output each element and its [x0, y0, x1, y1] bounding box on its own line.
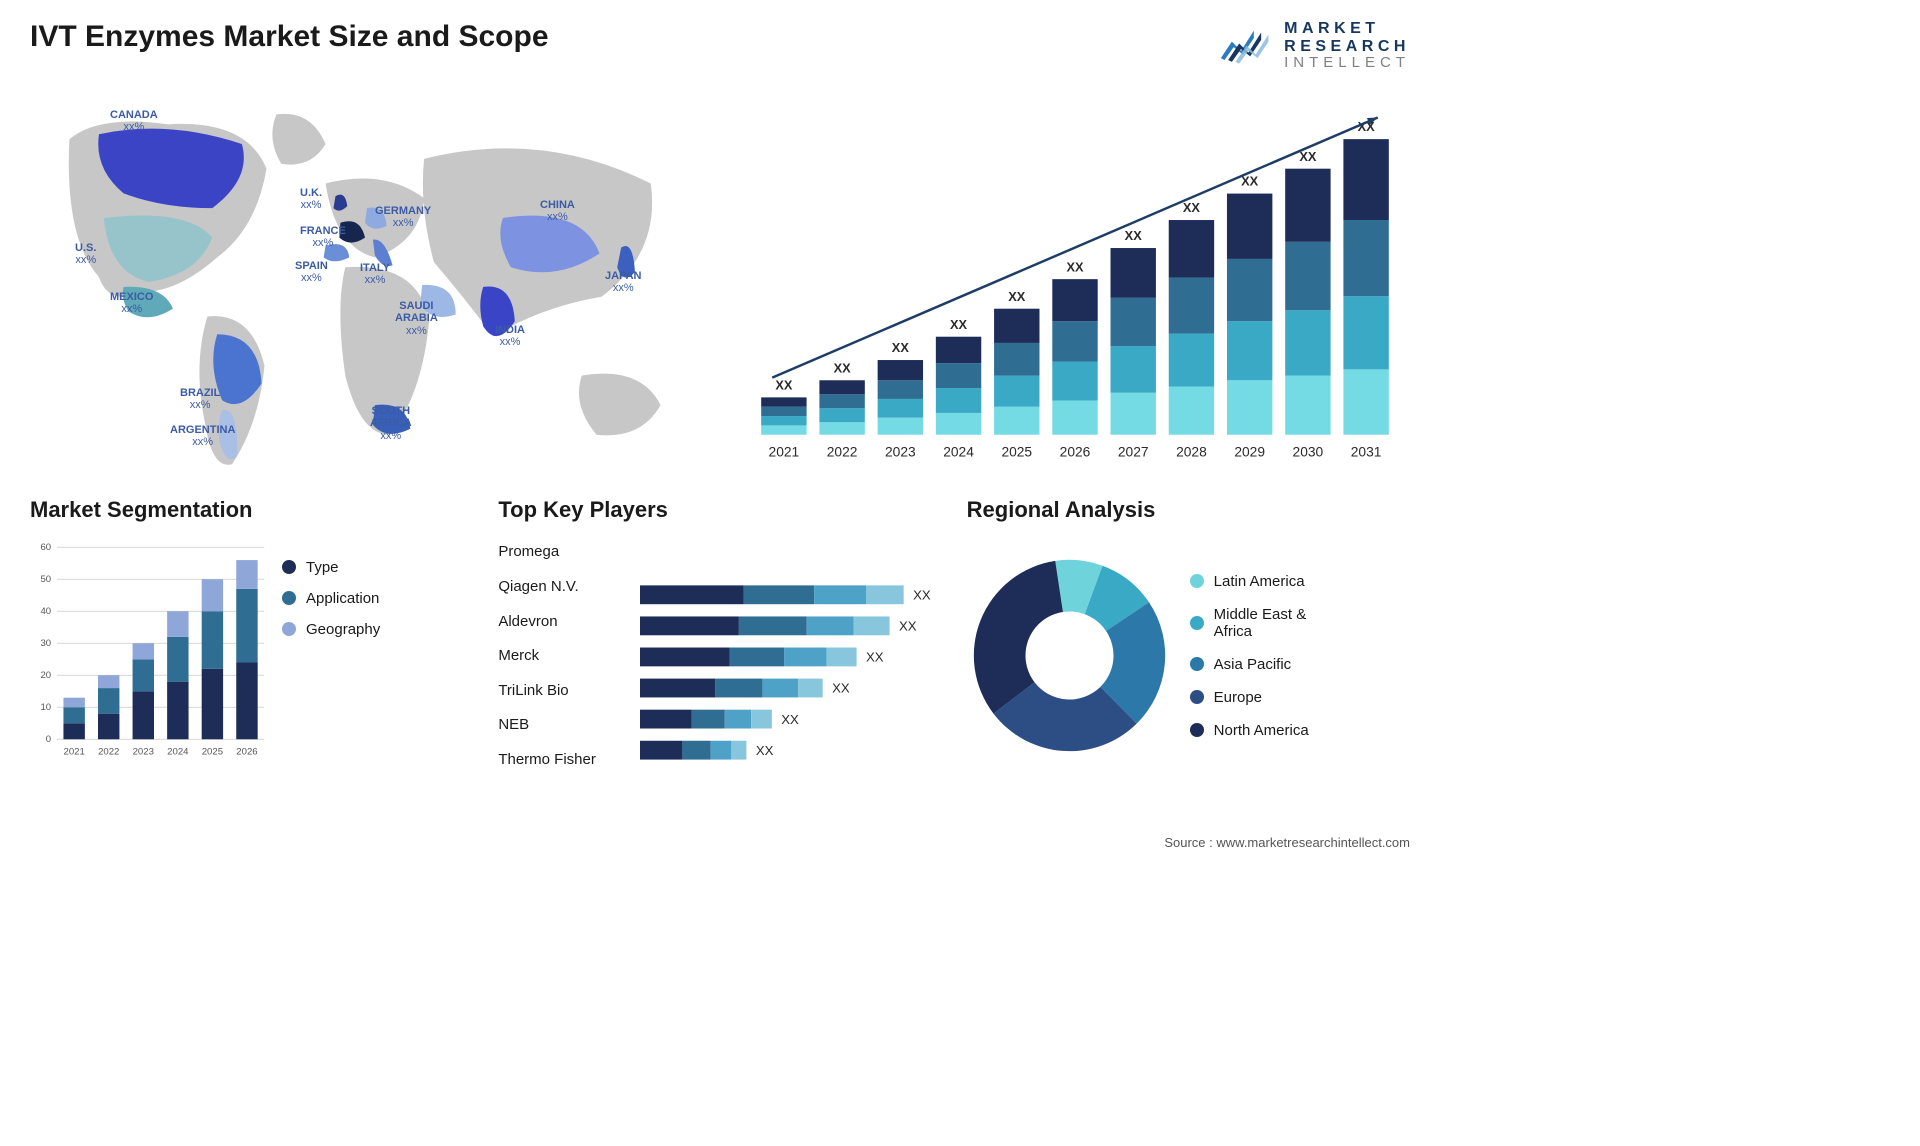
regional-title: Regional Analysis: [967, 497, 1410, 523]
legend-item: Europe: [1190, 689, 1309, 706]
regional-donut: [967, 553, 1172, 758]
players-list: Promega Qiagen N.V. Aldevron Merck TriLink B…: [498, 535, 628, 777]
svg-text:2029: 2029: [1234, 444, 1265, 459]
svg-text:20: 20: [40, 670, 51, 681]
svg-text:XX: XX: [950, 317, 968, 332]
regional-panel: Regional Analysis Latin America Middle Ea…: [967, 497, 1410, 777]
map-label-france: FRANCExx%: [300, 225, 346, 250]
legend-item: Geography: [282, 621, 380, 638]
svg-text:XX: XX: [866, 649, 884, 664]
legend-item: Asia Pacific: [1190, 656, 1309, 673]
regional-legend: Latin America Middle East &Africa Asia Pac…: [1190, 573, 1309, 739]
map-label-argentina: ARGENTINAxx%: [170, 424, 235, 449]
svg-text:2026: 2026: [1060, 444, 1091, 459]
legend-item: Latin America: [1190, 573, 1309, 590]
svg-text:2025: 2025: [1001, 444, 1032, 459]
svg-text:2027: 2027: [1118, 444, 1149, 459]
svg-text:2031: 2031: [1351, 444, 1382, 459]
svg-text:2028: 2028: [1176, 444, 1207, 459]
player-name: Qiagen N.V.: [498, 578, 622, 595]
svg-text:XX: XX: [832, 680, 850, 695]
legend-item: Type: [282, 559, 380, 576]
svg-text:XX: XX: [1008, 289, 1026, 304]
segmentation-panel: Market Segmentation 0 10 20 30 40 50 60 2021 202…: [30, 497, 473, 777]
map-label-saudi-arabia: SAUDIARABIAxx%: [395, 300, 438, 338]
svg-text:2025: 2025: [202, 746, 223, 757]
svg-text:2021: 2021: [64, 746, 85, 757]
svg-text:2023: 2023: [133, 746, 154, 757]
svg-text:XX: XX: [892, 340, 910, 355]
svg-text:XX: XX: [1125, 228, 1143, 243]
svg-text:30: 30: [40, 638, 51, 649]
svg-text:2030: 2030: [1293, 444, 1324, 459]
svg-text:XX: XX: [1183, 200, 1201, 215]
map-label-japan: JAPANxx%: [605, 270, 641, 295]
player-name: TriLink Bio: [498, 682, 622, 699]
player-name: Aldevron: [498, 613, 622, 630]
legend-item: North America: [1190, 722, 1309, 739]
map-label-germany: GERMANYxx%: [375, 205, 431, 230]
map-label-canada: CANADAxx%: [110, 109, 158, 134]
logo-text: MARKET RESEARCH INTELLECT: [1284, 20, 1410, 72]
map-label-u-s-: U.S.xx%: [75, 242, 96, 267]
map-label-mexico: MEXICOxx%: [110, 291, 153, 316]
brand-logo: MARKET RESEARCH INTELLECT: [1219, 20, 1410, 72]
map-label-south-africa: SOUTHAFRICAxx%: [370, 405, 412, 443]
map-label-spain: SPAINxx%: [295, 260, 328, 285]
svg-text:XX: XX: [834, 360, 852, 375]
svg-text:2024: 2024: [943, 444, 974, 459]
svg-text:2021: 2021: [769, 444, 800, 459]
player-name: NEB: [498, 716, 622, 733]
players-bars: XX XX XX XX XX XX: [640, 535, 941, 777]
map-label-u-k-: U.K.xx%: [300, 187, 322, 212]
segmentation-title: Market Segmentation: [30, 497, 473, 523]
map-label-india: INDIAxx%: [495, 324, 525, 349]
legend-item: Middle East &Africa: [1190, 606, 1309, 640]
svg-text:XX: XX: [782, 711, 800, 726]
players-title: Top Key Players: [498, 497, 941, 523]
svg-text:XX: XX: [756, 743, 774, 758]
svg-text:XX: XX: [913, 587, 931, 602]
world-map-panel: CANADAxx% U.S.xx% MEXICOxx% BRAZILxx% ARGENT…: [30, 87, 700, 477]
map-label-china: CHINAxx%: [540, 199, 575, 224]
segmentation-chart: 0 10 20 30 40 50 60 2021 2022 2023 2024 2025 2026: [30, 535, 270, 765]
svg-text:2024: 2024: [167, 746, 189, 757]
svg-text:0: 0: [46, 734, 51, 745]
map-label-italy: ITALYxx%: [360, 262, 390, 287]
svg-text:2022: 2022: [827, 444, 858, 459]
growth-bar-chart: XX 2021 XX 2022 XX 2023 XX 2024 XX 2025 XX 2026 XX 20…: [740, 87, 1410, 477]
svg-text:2022: 2022: [98, 746, 119, 757]
page-title: IVT Enzymes Market Size and Scope: [30, 20, 549, 54]
svg-text:XX: XX: [1066, 259, 1084, 274]
svg-text:50: 50: [40, 574, 51, 585]
player-name: Merck: [498, 647, 622, 664]
svg-text:60: 60: [40, 542, 51, 553]
logo-icon: [1219, 21, 1274, 71]
player-name: Promega: [498, 543, 622, 560]
segmentation-legend: Type Application Geography: [282, 535, 380, 777]
key-players-panel: Top Key Players Promega Qiagen N.V. Aldevr…: [498, 497, 941, 777]
svg-text:XX: XX: [899, 618, 917, 633]
player-name: Thermo Fisher: [498, 751, 622, 768]
svg-text:2026: 2026: [236, 746, 257, 757]
map-label-brazil: BRAZILxx%: [180, 387, 220, 412]
source-citation: Source : www.marketresearchintellect.com: [1164, 835, 1410, 850]
svg-text:XX: XX: [775, 377, 793, 392]
svg-text:40: 40: [40, 606, 51, 617]
svg-text:2023: 2023: [885, 444, 916, 459]
legend-item: Application: [282, 590, 380, 607]
svg-text:10: 10: [40, 702, 51, 713]
